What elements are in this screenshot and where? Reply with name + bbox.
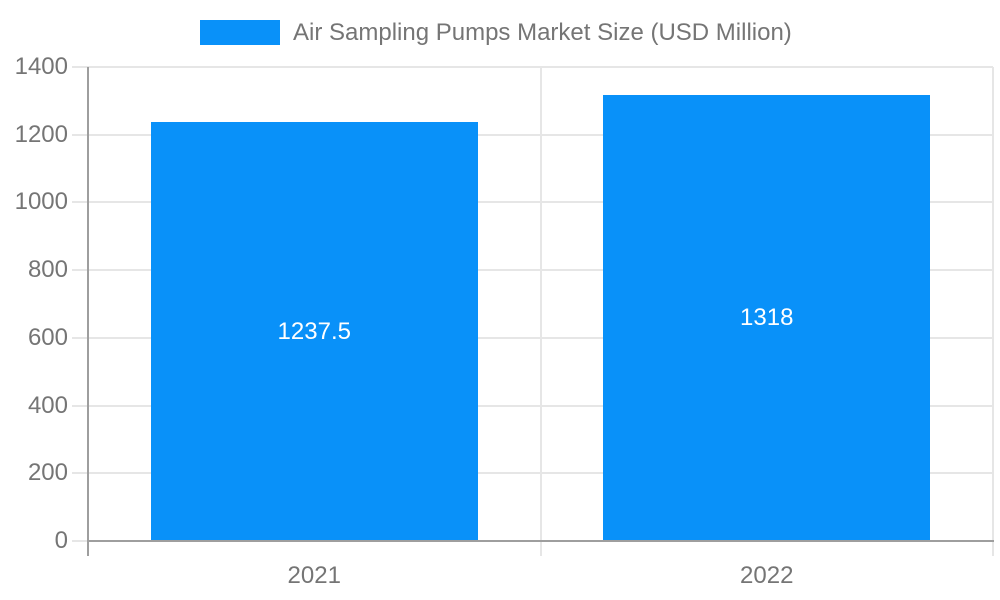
- bar-value-label: 1318: [740, 303, 794, 331]
- y-tick-label: 0: [54, 527, 68, 554]
- chart-legend: Air Sampling Pumps Market Size (USD Mill…: [200, 20, 792, 45]
- legend-swatch: [200, 20, 280, 45]
- x-tick-label: 2021: [287, 562, 341, 589]
- y-tick-label: 400: [27, 391, 68, 419]
- category-divider: [539, 67, 542, 556]
- x-tick-label: 2022: [740, 562, 794, 589]
- y-gridline: [72, 472, 993, 475]
- y-gridline: [72, 66, 993, 68]
- y-tick-label: 600: [27, 323, 68, 351]
- legend-label: Air Sampling Pumps Market Size (USD Mill…: [293, 19, 792, 46]
- y-gridline: [72, 404, 993, 407]
- y-axis-line: [87, 67, 89, 556]
- y-tick-label: 1200: [14, 120, 68, 148]
- y-tick-label: 800: [27, 256, 68, 284]
- y-gridline: [72, 201, 993, 204]
- y-gridline: [72, 336, 993, 339]
- y-tick-label: 1400: [14, 53, 68, 80]
- bar-value-label: 1237.5: [277, 317, 351, 345]
- y-gridline: [72, 269, 993, 272]
- category-divider: [992, 67, 994, 556]
- bar: 1318: [603, 94, 931, 541]
- bar: 1237.5: [150, 122, 478, 541]
- y-gridline: [72, 133, 993, 136]
- x-axis-line: [88, 540, 994, 542]
- y-tick-label: 200: [27, 459, 68, 487]
- y-tick-label: 1000: [14, 188, 68, 216]
